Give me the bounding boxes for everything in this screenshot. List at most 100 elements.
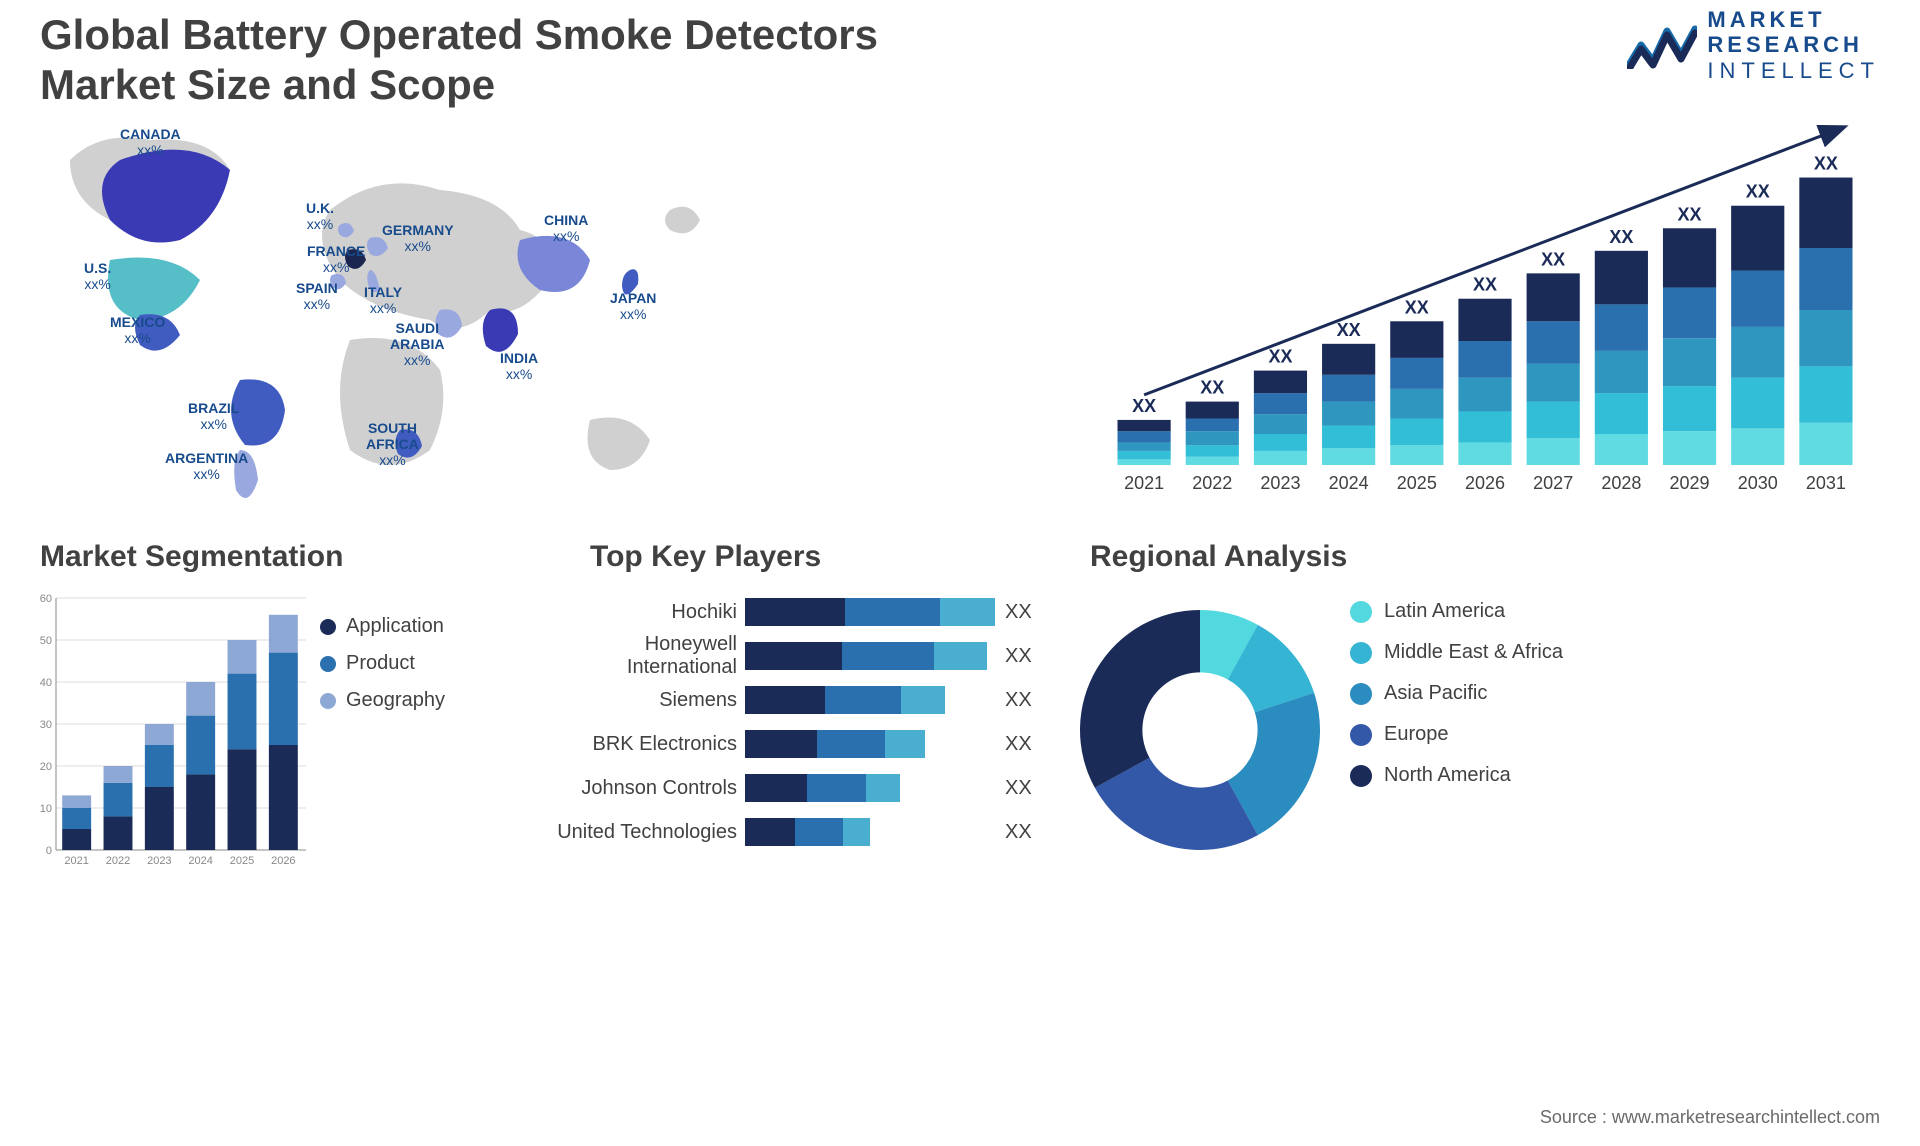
key-player-value: XX bbox=[1005, 733, 1032, 756]
svg-text:2022: 2022 bbox=[1192, 473, 1232, 493]
key-player-bar bbox=[745, 774, 995, 802]
svg-text:2025: 2025 bbox=[1397, 473, 1437, 493]
svg-text:0: 0 bbox=[46, 845, 52, 857]
map-label-saudi: SAUDIARABIAxx% bbox=[390, 320, 444, 368]
legend-label: Middle East & Africa bbox=[1384, 641, 1563, 664]
key-player-label: Siemens bbox=[540, 689, 745, 712]
key-player-bar bbox=[745, 642, 995, 670]
svg-text:2026: 2026 bbox=[1465, 473, 1505, 493]
svg-text:XX: XX bbox=[1609, 227, 1633, 247]
svg-text:XX: XX bbox=[1814, 154, 1838, 174]
key-player-row: Hochiki XX bbox=[540, 590, 1060, 634]
key-player-row: Honeywell International XX bbox=[540, 634, 1060, 678]
legend-swatch bbox=[1350, 601, 1372, 623]
key-players-chart: Hochiki XX Honeywell International XX Si… bbox=[540, 590, 1060, 854]
key-player-label: BRK Electronics bbox=[540, 733, 745, 756]
map-label-china: CHINAxx% bbox=[544, 212, 588, 244]
page-title: Global Battery Operated Smoke Detectors … bbox=[40, 10, 940, 111]
key-player-label: Hochiki bbox=[540, 601, 745, 624]
legend-label: Product bbox=[346, 652, 415, 675]
svg-text:2030: 2030 bbox=[1738, 473, 1778, 493]
legend-swatch bbox=[320, 619, 336, 635]
key-player-row: Johnson Controls XX bbox=[540, 766, 1060, 810]
legend-swatch bbox=[1350, 683, 1372, 705]
brand-mark-icon bbox=[1627, 21, 1697, 69]
svg-text:2021: 2021 bbox=[64, 855, 88, 867]
logo-line-2: RESEARCH bbox=[1707, 32, 1880, 57]
svg-text:2022: 2022 bbox=[106, 855, 130, 867]
svg-text:XX: XX bbox=[1132, 396, 1156, 416]
key-player-value: XX bbox=[1005, 645, 1032, 668]
map-label-uk: U.K.xx% bbox=[306, 200, 334, 232]
svg-text:XX: XX bbox=[1541, 249, 1565, 269]
map-label-canada: CANADAxx% bbox=[120, 126, 181, 158]
regional-donut-chart bbox=[1060, 590, 1340, 870]
legend-swatch bbox=[1350, 724, 1372, 746]
regional-legend-item: North America bbox=[1350, 764, 1563, 787]
segmentation-legend-item: Geography bbox=[320, 689, 445, 712]
segmentation-legend-item: Product bbox=[320, 652, 445, 675]
svg-text:40: 40 bbox=[40, 677, 52, 689]
map-label-india: INDIAxx% bbox=[500, 350, 538, 382]
svg-text:2024: 2024 bbox=[188, 855, 212, 867]
segmentation-legend-item: Application bbox=[320, 615, 445, 638]
key-player-label: Honeywell International bbox=[540, 633, 745, 679]
regional-legend-item: Middle East & Africa bbox=[1350, 641, 1563, 664]
map-label-us: U.S.xx% bbox=[84, 260, 111, 292]
svg-text:2026: 2026 bbox=[271, 855, 295, 867]
svg-text:XX: XX bbox=[1337, 320, 1361, 340]
legend-label: Application bbox=[346, 615, 444, 638]
key-player-label: Johnson Controls bbox=[540, 777, 745, 800]
legend-swatch bbox=[1350, 642, 1372, 664]
regional-legend: Latin America Middle East & Africa Asia Pa… bbox=[1350, 600, 1563, 805]
source-attribution: Source : www.marketresearchintellect.com bbox=[1540, 1107, 1880, 1128]
svg-text:60: 60 bbox=[40, 593, 52, 605]
map-label-argentina: ARGENTINAxx% bbox=[165, 450, 248, 482]
map-label-france: FRANCExx% bbox=[307, 243, 365, 275]
key-player-label: United Technologies bbox=[540, 821, 745, 844]
map-label-japan: JAPANxx% bbox=[610, 290, 656, 322]
key-player-bar bbox=[745, 730, 995, 758]
svg-text:2028: 2028 bbox=[1601, 473, 1641, 493]
legend-swatch bbox=[320, 656, 336, 672]
svg-text:2031: 2031 bbox=[1806, 473, 1846, 493]
segmentation-legend: Application Product Geography bbox=[320, 615, 445, 726]
key-player-bar bbox=[745, 686, 995, 714]
legend-label: Asia Pacific bbox=[1384, 682, 1487, 705]
svg-text:50: 50 bbox=[40, 635, 52, 647]
map-label-spain: SPAINxx% bbox=[296, 280, 338, 312]
brand-logo: MARKET RESEARCH INTELLECT bbox=[1627, 7, 1880, 83]
legend-label: Geography bbox=[346, 689, 445, 712]
svg-text:30: 30 bbox=[40, 719, 52, 731]
legend-label: Europe bbox=[1384, 723, 1449, 746]
svg-text:2023: 2023 bbox=[147, 855, 171, 867]
segmentation-title: Market Segmentation bbox=[40, 540, 343, 574]
regional-title: Regional Analysis bbox=[1090, 540, 1347, 574]
svg-text:XX: XX bbox=[1746, 182, 1770, 202]
svg-text:2021: 2021 bbox=[1124, 473, 1164, 493]
key-player-bar bbox=[745, 598, 995, 626]
key-player-row: Siemens XX bbox=[540, 678, 1060, 722]
svg-text:2027: 2027 bbox=[1533, 473, 1573, 493]
svg-text:XX: XX bbox=[1200, 378, 1224, 398]
regional-legend-item: Europe bbox=[1350, 723, 1563, 746]
logo-line-3: INTELLECT bbox=[1707, 58, 1880, 83]
svg-text:20: 20 bbox=[40, 761, 52, 773]
key-player-value: XX bbox=[1005, 601, 1032, 624]
svg-text:2029: 2029 bbox=[1670, 473, 1710, 493]
map-label-brazil: BRAZILxx% bbox=[188, 400, 239, 432]
svg-text:10: 10 bbox=[40, 803, 52, 815]
svg-text:2025: 2025 bbox=[230, 855, 254, 867]
legend-swatch bbox=[320, 693, 336, 709]
svg-text:XX: XX bbox=[1678, 204, 1702, 224]
svg-text:XX: XX bbox=[1405, 297, 1429, 317]
legend-swatch bbox=[1350, 765, 1372, 787]
logo-line-1: MARKET bbox=[1707, 7, 1880, 32]
map-label-italy: ITALYxx% bbox=[364, 284, 402, 316]
map-label-south_africa: SOUTHAFRICAxx% bbox=[366, 420, 419, 468]
svg-text:2023: 2023 bbox=[1260, 473, 1300, 493]
legend-label: Latin America bbox=[1384, 600, 1505, 623]
map-label-mexico: MEXICOxx% bbox=[110, 314, 165, 346]
key-player-value: XX bbox=[1005, 821, 1032, 844]
regional-legend-item: Latin America bbox=[1350, 600, 1563, 623]
